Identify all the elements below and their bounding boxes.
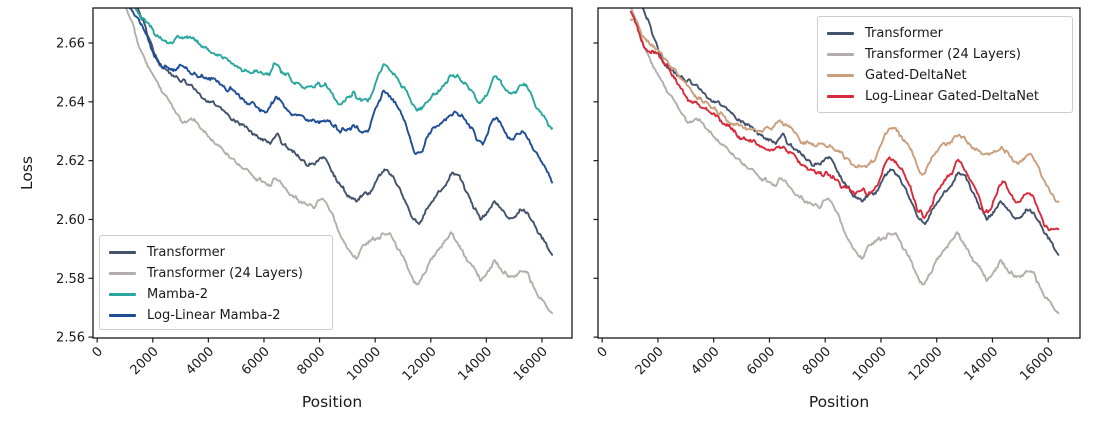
y-tick-label: 2.62: [56, 154, 85, 169]
series-line-transformer-24-layers-: [124, 8, 554, 315]
legend-item-log-linear-mamba-2: Log-Linear Mamba-2: [109, 305, 322, 326]
series-line-transformer: [135, 8, 554, 256]
series-line-transformer: [641, 8, 1060, 256]
legend-item-transformer-24-layers-: Transformer (24 Layers): [827, 44, 1062, 65]
legend-label: Transformer (24 Layers): [147, 266, 303, 281]
axes-spines: [597, 7, 1081, 339]
x-tick-label: 12000: [906, 344, 946, 384]
legend-item-transformer: Transformer: [827, 23, 1062, 44]
legend-swatch-line: [109, 293, 136, 296]
legend-label: Transformer: [147, 245, 226, 260]
legend-swatch-line: [827, 95, 854, 98]
x-tick-label: 4000: [689, 344, 723, 378]
x-tick-label: 14000: [961, 344, 1001, 384]
legend-label: Transformer (24 Layers): [865, 47, 1021, 62]
legend-item-transformer-24-layers-: Transformer (24 Layers): [109, 263, 322, 284]
legend-swatch-line: [827, 53, 854, 56]
x-tick-label: 2000: [633, 344, 667, 378]
series-line-gated-deltanet: [629, 17, 1060, 203]
legend-label: Log-Linear Mamba-2: [147, 308, 281, 323]
plot-area: [629, 8, 1060, 315]
y-tick-label: 2.66: [56, 37, 85, 52]
axes-spines: [92, 7, 573, 339]
plot-area: [124, 8, 554, 315]
series-line-log-linear-mamba-2: [128, 8, 554, 184]
legend-swatch-line: [109, 314, 136, 317]
y-tick-label: 2.64: [56, 95, 85, 110]
legend-item-gated-deltanet: Gated-DeltaNet: [827, 65, 1062, 86]
legend-swatch-line: [109, 251, 136, 254]
legend-swatch-line: [827, 74, 854, 77]
legend-right: Transformer Transformer (24 Layers) Gated-…: [817, 16, 1073, 113]
legend-label: Transformer: [865, 26, 944, 41]
y-tick-label: 2.58: [56, 272, 85, 287]
x-axis-label-right: Position: [808, 393, 870, 411]
x-tick-label: 0: [595, 344, 611, 360]
series-line-mamba-2: [134, 8, 554, 130]
legend-left: Transformer Transformer (24 Layers) Mamba-…: [99, 235, 333, 330]
legend-item-mamba-2: Mamba-2: [109, 284, 322, 305]
series-line-transformer-24-layers-: [629, 8, 1060, 315]
legend-label: Log-Linear Gated-DeltaNet: [865, 89, 1040, 104]
x-axis-label-left: Position: [301, 393, 363, 411]
series-line-log-linear-gated-deltanet: [629, 10, 1060, 232]
y-axis-label: Loss: [18, 156, 36, 190]
x-tick-label: 8000: [800, 344, 834, 378]
y-tick-label: 2.56: [56, 331, 85, 346]
legend-swatch-line: [109, 272, 136, 275]
x-tick-label: 6000: [744, 344, 778, 378]
legend-label: Mamba-2: [147, 287, 209, 302]
y-tick-label: 2.60: [56, 213, 85, 228]
legend-label: Gated-DeltaNet: [865, 68, 967, 83]
x-tick-label: 10000: [850, 344, 890, 384]
legend-item-log-linear-gated-deltanet: Log-Linear Gated-DeltaNet: [827, 86, 1062, 107]
legend-item-transformer: Transformer: [109, 242, 322, 263]
legend-swatch-line: [827, 32, 854, 35]
x-tick-label: 16000: [1017, 344, 1057, 384]
